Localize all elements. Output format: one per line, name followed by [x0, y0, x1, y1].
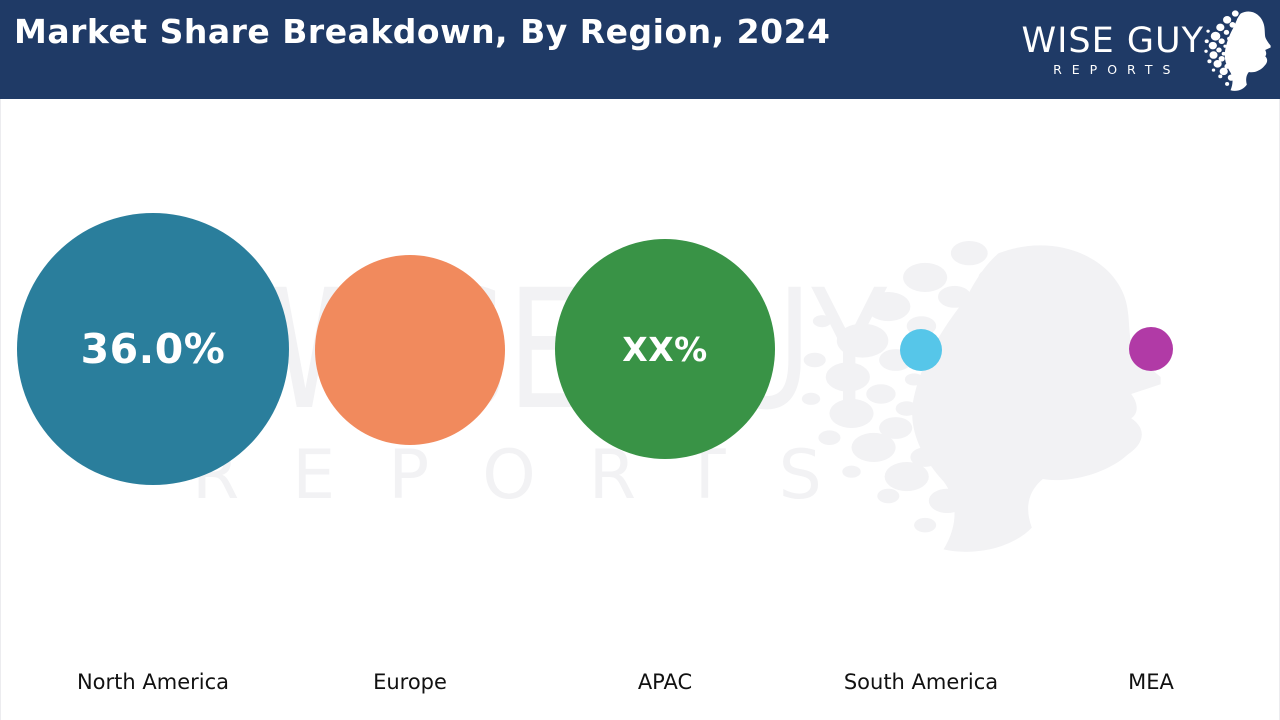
region-label-north-america: North America [76, 670, 230, 694]
region-label-mea: MEA [1128, 670, 1174, 694]
watermark-head-icon [800, 224, 1168, 564]
logo-head-icon [1204, 6, 1272, 94]
page-title: Market Share Breakdown, By Region, 2024 [14, 12, 831, 51]
bubble-south-america [900, 329, 942, 371]
bubble-value-label: XX% [622, 329, 708, 369]
bubble-value-label: 36.0% [80, 325, 226, 373]
bubble-north-america: 36.0% [17, 213, 289, 485]
region-label-europe: Europe [373, 670, 447, 694]
bubble-apac: XX% [555, 239, 775, 459]
region-label-south-america: South America [843, 670, 999, 694]
watermark-reports-text: REPORTS [192, 436, 875, 515]
wise-guy-logo: WISE GUY REPORTS [1021, 5, 1272, 95]
region-label-apac: APAC [637, 670, 693, 694]
logo-wordmark: WISE GUY [1021, 21, 1204, 62]
logo-subtitle: REPORTS [1053, 61, 1181, 77]
bubble-europe [315, 255, 505, 445]
header-bar: Market Share Breakdown, By Region, 2024 … [0, 0, 1280, 99]
bubble-mea [1129, 327, 1173, 371]
